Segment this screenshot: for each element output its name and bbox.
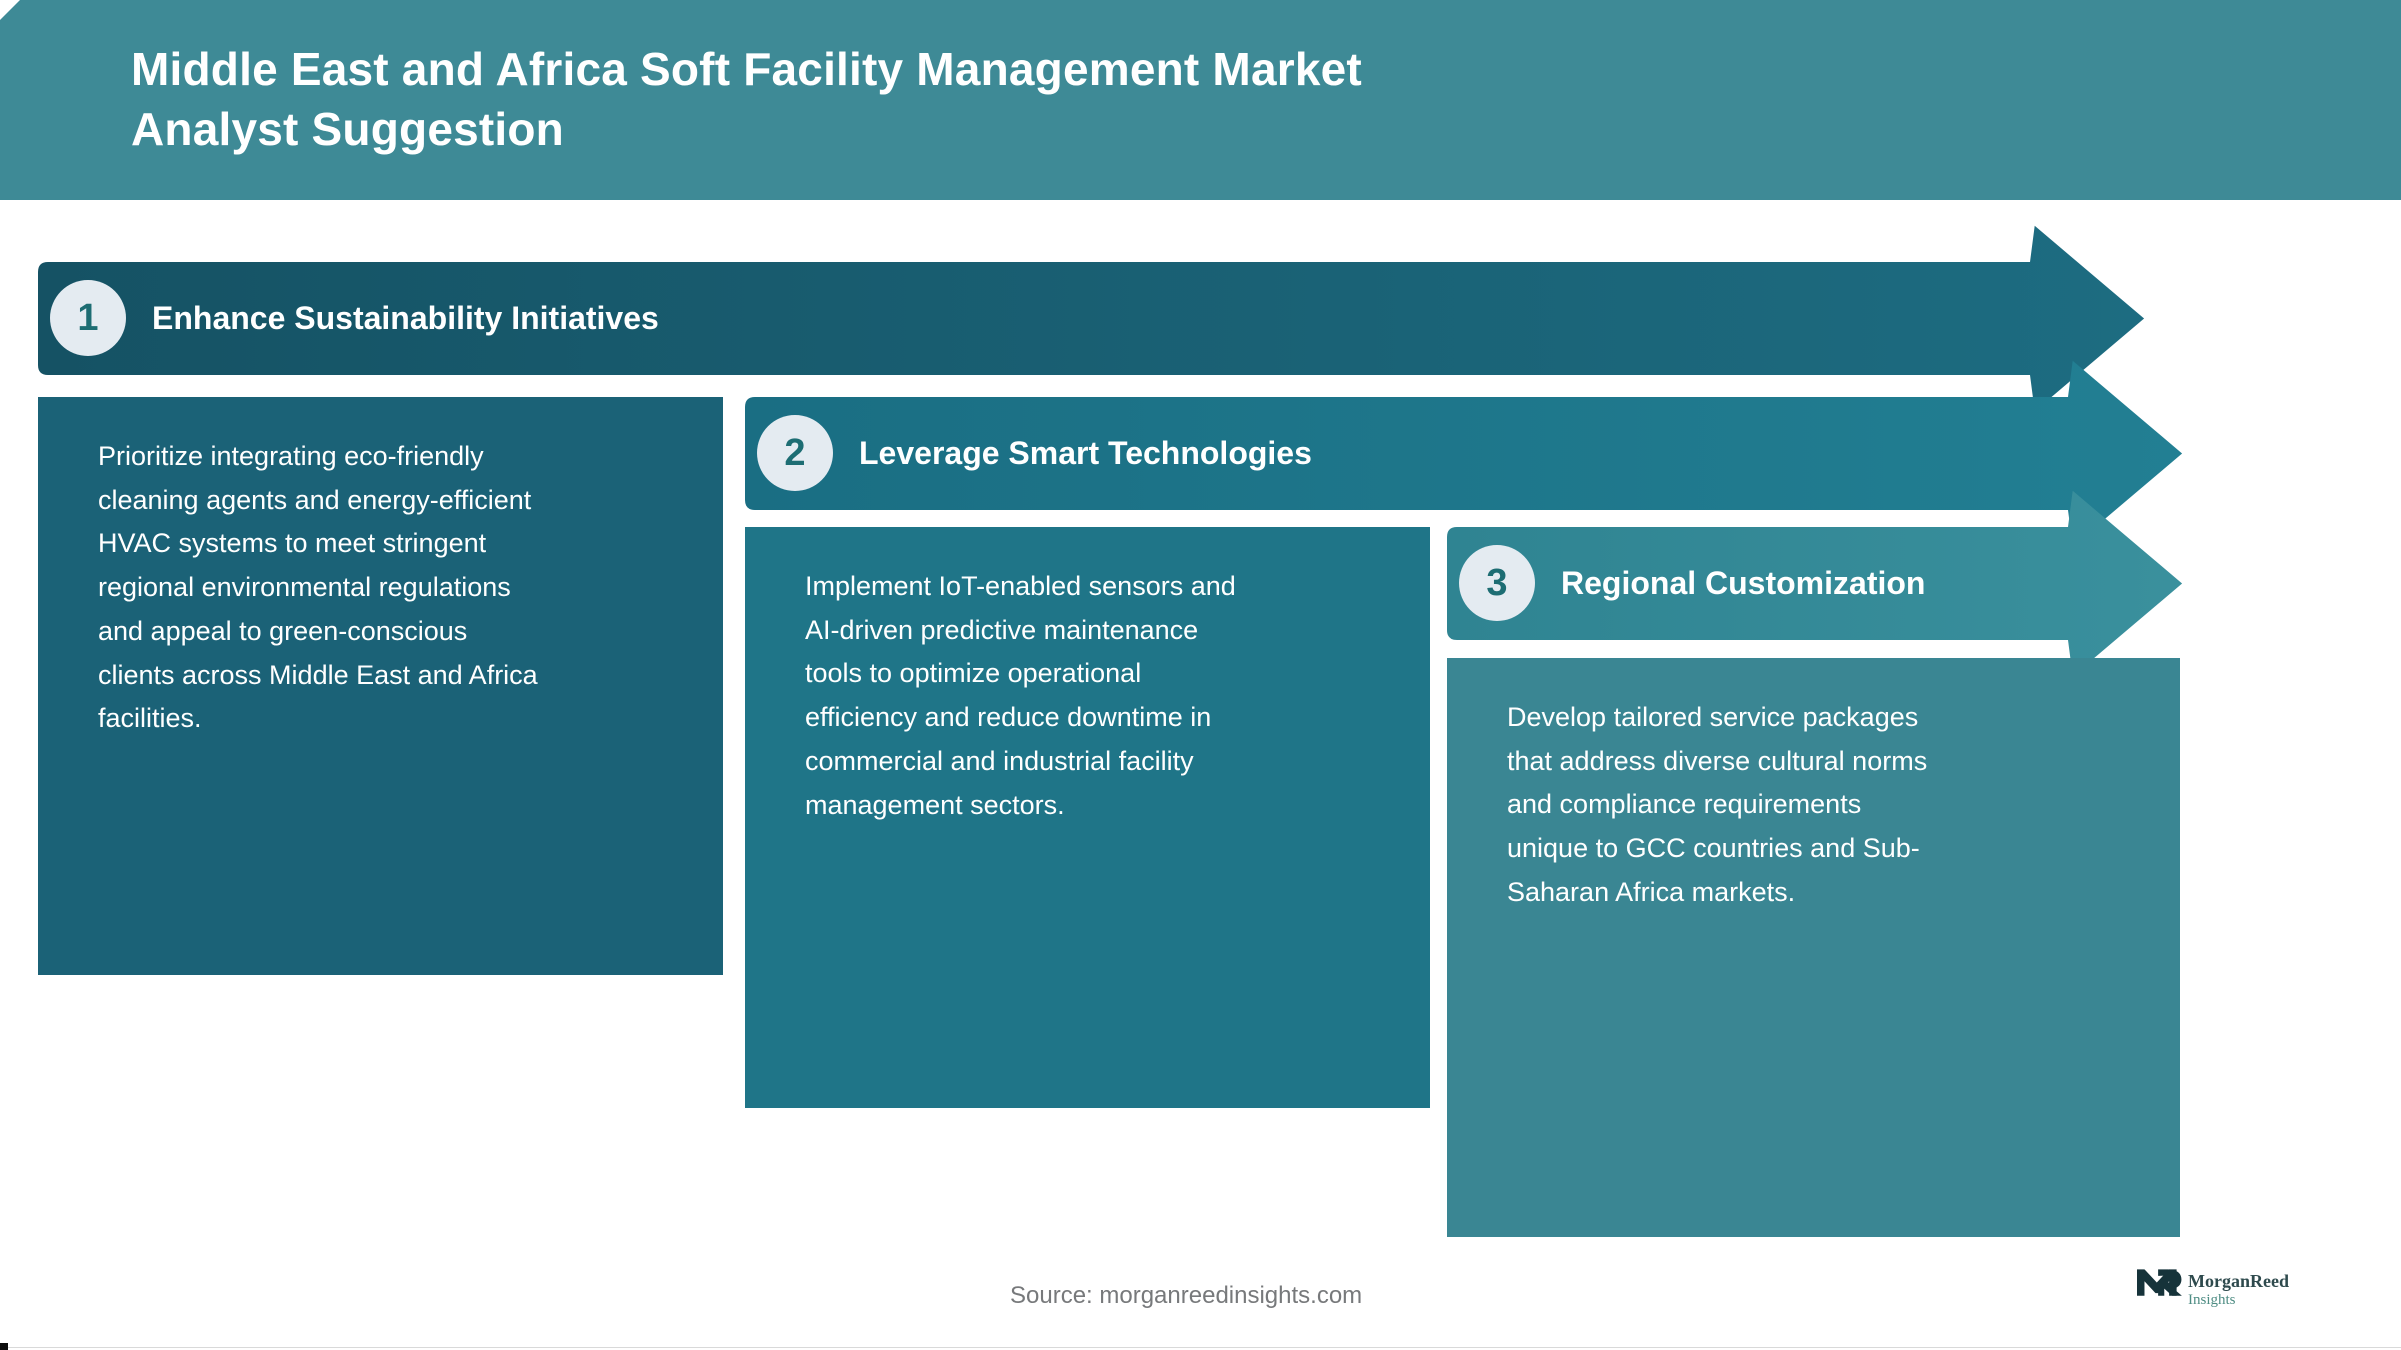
svg-text:MorganReed: MorganReed xyxy=(2188,1271,2289,1291)
svg-text:Insights: Insights xyxy=(2188,1292,2236,1308)
